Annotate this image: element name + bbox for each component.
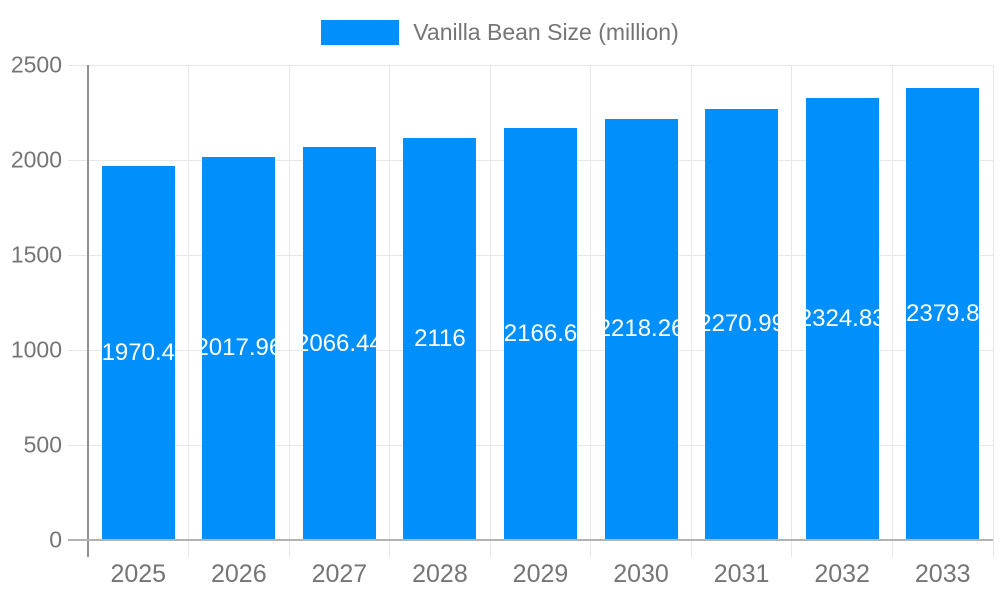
x-axis-tick-label: 2027	[311, 560, 368, 588]
bar-value-label: 2218.26	[605, 315, 678, 343]
x-axis-tick-label: 2032	[814, 560, 870, 588]
bar[interactable]: 2166.6	[504, 128, 577, 540]
vertical-gridline	[891, 65, 893, 557]
y-axis-tick-label: 500	[23, 431, 62, 458]
legend-label: Vanilla Bean Size (million)	[413, 18, 679, 45]
x-axis-tick-label: 2030	[613, 560, 669, 588]
vertical-gridline	[791, 65, 793, 557]
bar-value-label: 2066.44	[303, 329, 376, 357]
x-axis-tick-label: 2033	[914, 560, 971, 588]
bar-value-label: 2017.96	[202, 334, 275, 362]
bar[interactable]: 1970.4	[101, 165, 175, 540]
x-axis-tick-label: 2026	[211, 560, 267, 588]
bar[interactable]: 2116	[403, 137, 477, 540]
vertical-gridline	[590, 65, 592, 557]
vertical-gridline	[690, 65, 692, 557]
bar-value-label: 1970.4	[101, 338, 175, 366]
bar[interactable]: 2379.8	[906, 87, 980, 540]
bar[interactable]: 2017.96	[202, 156, 276, 540]
bar-value-label: 2324.83	[806, 305, 879, 333]
bar-value-label: 2379.8	[906, 299, 980, 327]
plot-area: 1970.4 2017.96 2066.44 2116 2166.6 2218.26 227…	[68, 64, 994, 557]
x-axis-tick-label: 2025	[110, 560, 167, 588]
bar[interactable]: 2066.44	[302, 147, 376, 540]
x-axis-tick-label: 2031	[713, 560, 770, 588]
legend-swatch-icon	[321, 19, 400, 45]
y-axis-tick-label: 1000	[10, 336, 62, 363]
bar-value-label: 2166.6	[504, 320, 577, 348]
y-axis-tick-label: 2500	[10, 51, 62, 78]
y-axis-line	[87, 65, 89, 557]
bar[interactable]: 2324.83	[805, 98, 879, 540]
x-axis-tick-label: 2028	[412, 560, 468, 588]
vertical-gridline	[188, 65, 190, 557]
x-axis-line	[68, 539, 993, 541]
vertical-gridline	[389, 65, 391, 557]
legend[interactable]: Vanilla Bean Size (million)	[0, 16, 1000, 48]
bar[interactable]: 2218.26	[604, 118, 678, 540]
bar-value-label: 2116	[414, 324, 466, 352]
vertical-gridline	[992, 65, 994, 557]
vertical-gridline	[489, 65, 491, 557]
vertical-gridline	[288, 65, 290, 557]
y-axis-tick-label: 2000	[10, 146, 62, 173]
x-axis-tick-label: 2029	[512, 560, 569, 588]
y-axis-tick-label: 0	[49, 526, 62, 553]
y-axis-tick-label: 1500	[10, 241, 62, 268]
horizontal-gridline	[68, 64, 993, 66]
